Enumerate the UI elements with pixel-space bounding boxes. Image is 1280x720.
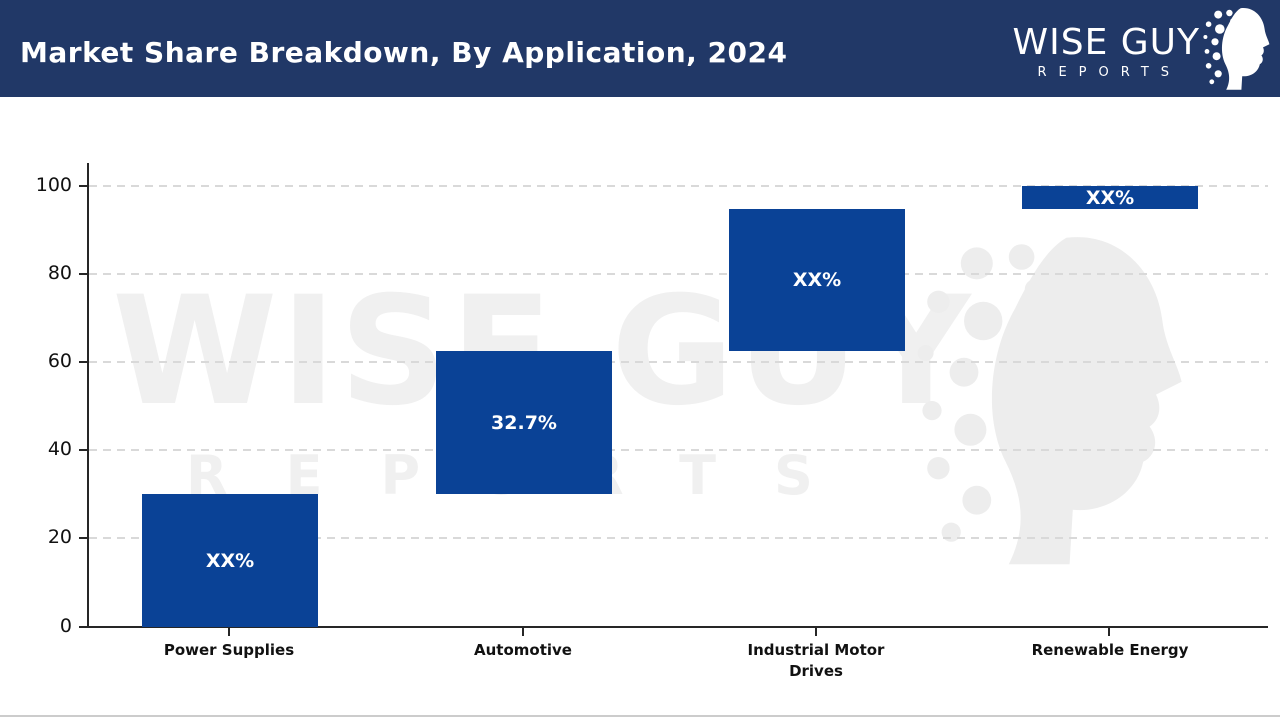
x-tick-label-renewable-energy: Renewable Energy	[1031, 641, 1189, 659]
header-bar: Market Share Breakdown, By Application, …	[0, 0, 1280, 97]
y-tick-label-20: 20	[47, 526, 72, 548]
gridline-60	[89, 361, 1268, 363]
page-title: Market Share Breakdown, By Application, …	[20, 36, 788, 69]
gridline-40	[89, 449, 1268, 451]
y-tick-mark	[79, 273, 87, 275]
x-tick-mark	[522, 628, 524, 636]
bar-power-supplies: XX%	[142, 494, 318, 627]
y-tick-label-0: 0	[59, 615, 72, 637]
y-tick-mark	[79, 185, 87, 187]
x-tick-mark	[815, 628, 817, 636]
y-tick-label-100: 100	[35, 174, 72, 196]
gridline-20	[89, 537, 1268, 539]
bar-renewable-energy: XX%	[1022, 186, 1198, 209]
y-tick-mark	[79, 361, 87, 363]
logo-reports-label: REPORTS	[1037, 64, 1182, 80]
gridline-100	[89, 185, 1268, 187]
bar-automotive: 32.7%	[436, 351, 612, 494]
x-tick-label-power-supplies: Power Supplies	[163, 641, 295, 659]
x-axis-line	[87, 626, 1268, 628]
gridline-80	[89, 273, 1268, 275]
x-tick-mark	[228, 628, 230, 636]
logo-wiseguy-label: WISE GUY	[1012, 22, 1200, 63]
y-tick-label-80: 80	[47, 262, 72, 284]
bar-value-label: 32.7%	[491, 411, 557, 434]
bar-industrial-motor-drives: XX%	[729, 209, 905, 351]
watermark-face-icon	[868, 212, 1188, 590]
x-tick-mark	[1108, 628, 1110, 636]
y-tick-mark	[79, 537, 87, 539]
bar-value-label: XX%	[205, 549, 255, 572]
y-tick-mark	[79, 449, 87, 451]
figure-bottom-border	[0, 715, 1280, 717]
bar-value-label: XX%	[792, 269, 842, 291]
x-tick-label-industrial-motor-drives: Industrial Motor Drives	[747, 641, 885, 680]
bar-value-label: XX%	[1085, 186, 1135, 209]
y-tick-label-60: 60	[47, 350, 72, 372]
logo-face-icon	[1190, 5, 1272, 93]
logo-text: WISE GUY REPORTS	[1013, 24, 1201, 80]
x-tick-label-automotive: Automotive	[474, 641, 572, 659]
y-tick-mark	[79, 626, 87, 628]
y-axis-line	[87, 163, 89, 628]
wise-guy-reports-logo: WISE GUY REPORTS	[1002, 0, 1272, 97]
y-tick-label-40: 40	[47, 438, 72, 460]
